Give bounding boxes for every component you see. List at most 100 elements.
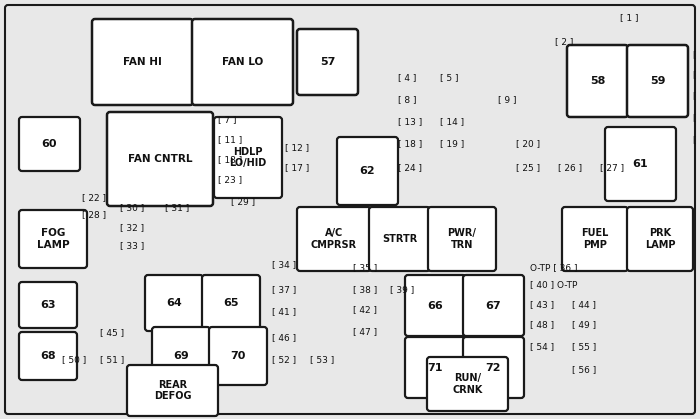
Text: [ 46 ]: [ 46 ] <box>272 334 296 342</box>
Text: [ 12 ]: [ 12 ] <box>285 143 309 153</box>
Text: O-TP [ 36 ]: O-TP [ 36 ] <box>530 264 578 272</box>
Text: [ 25 ]: [ 25 ] <box>516 163 540 173</box>
Text: PRK
LAMP: PRK LAMP <box>645 228 676 250</box>
FancyBboxPatch shape <box>405 275 466 336</box>
Text: [ 40 ] O-TP: [ 40 ] O-TP <box>530 280 578 290</box>
FancyBboxPatch shape <box>297 207 371 271</box>
Text: 62: 62 <box>360 166 375 176</box>
FancyBboxPatch shape <box>152 327 210 385</box>
Text: [ 34 ]: [ 34 ] <box>272 261 296 269</box>
Text: [ 45 ]: [ 45 ] <box>100 328 124 337</box>
Text: [ 13 ]: [ 13 ] <box>398 117 422 127</box>
FancyBboxPatch shape <box>627 207 693 271</box>
FancyBboxPatch shape <box>92 19 193 105</box>
Text: [ 3 ]: [ 3 ] <box>693 51 700 59</box>
FancyBboxPatch shape <box>463 275 524 336</box>
Text: [ 49 ]: [ 49 ] <box>572 321 596 329</box>
Text: 72: 72 <box>486 362 501 372</box>
Text: 69: 69 <box>173 351 189 361</box>
Text: STRTR: STRTR <box>382 234 417 244</box>
FancyBboxPatch shape <box>627 45 688 117</box>
Text: [ 37 ]: [ 37 ] <box>272 285 296 295</box>
FancyBboxPatch shape <box>202 275 260 331</box>
Text: [ 41 ]: [ 41 ] <box>272 308 296 316</box>
Text: [ 54 ]: [ 54 ] <box>530 342 554 352</box>
Text: [ 26 ]: [ 26 ] <box>558 163 582 173</box>
Text: [ 28 ]: [ 28 ] <box>82 210 106 220</box>
Text: [ 52 ]: [ 52 ] <box>272 355 296 365</box>
Text: 60: 60 <box>42 139 57 149</box>
Text: FAN CNTRL: FAN CNTRL <box>127 154 192 164</box>
Text: [ 44 ]: [ 44 ] <box>572 300 596 310</box>
Text: [ 42 ]: [ 42 ] <box>353 305 377 315</box>
Text: 59: 59 <box>650 76 665 86</box>
FancyBboxPatch shape <box>337 137 398 205</box>
Text: [ 31 ]: [ 31 ] <box>165 204 189 212</box>
Text: [ 32 ]: [ 32 ] <box>120 223 144 233</box>
Text: HDLP
LO/HID: HDLP LO/HID <box>230 147 267 168</box>
FancyBboxPatch shape <box>605 127 676 201</box>
Text: [ 5 ]: [ 5 ] <box>440 73 458 83</box>
FancyBboxPatch shape <box>19 332 77 380</box>
Text: [ 56 ]: [ 56 ] <box>572 365 596 375</box>
Text: [ 33 ]: [ 33 ] <box>120 241 144 251</box>
Text: REAR
DEFOG: REAR DEFOG <box>154 380 191 401</box>
Text: [ 27 ]: [ 27 ] <box>600 163 624 173</box>
Text: [ 30 ]: [ 30 ] <box>120 204 144 212</box>
Text: [ 29 ]: [ 29 ] <box>231 197 255 207</box>
Text: 71: 71 <box>428 362 443 372</box>
Text: FAN LO: FAN LO <box>222 57 263 67</box>
Text: [ 24 ]: [ 24 ] <box>398 163 422 173</box>
Text: [ 20 ]: [ 20 ] <box>516 140 540 148</box>
FancyBboxPatch shape <box>297 29 358 95</box>
Text: 58: 58 <box>590 76 606 86</box>
FancyBboxPatch shape <box>567 45 628 117</box>
FancyBboxPatch shape <box>369 207 430 271</box>
FancyBboxPatch shape <box>463 337 524 398</box>
FancyBboxPatch shape <box>209 327 267 385</box>
Text: FUEL
PMP: FUEL PMP <box>581 228 609 250</box>
Text: 63: 63 <box>41 300 56 310</box>
Text: [ 51 ]: [ 51 ] <box>100 355 125 365</box>
Text: 68: 68 <box>40 351 56 361</box>
Text: [ 4 ]: [ 4 ] <box>398 73 416 83</box>
FancyBboxPatch shape <box>107 112 213 206</box>
Text: FAN HI: FAN HI <box>123 57 162 67</box>
Text: [ 8 ]: [ 8 ] <box>398 96 416 104</box>
Text: [ 1 ]: [ 1 ] <box>620 13 638 23</box>
FancyBboxPatch shape <box>214 117 282 198</box>
FancyBboxPatch shape <box>19 210 87 268</box>
Text: [ 23 ]: [ 23 ] <box>218 176 242 184</box>
Text: [ 39 ]: [ 39 ] <box>390 285 414 295</box>
Text: [ 6 ]: [ 6 ] <box>693 70 700 80</box>
Text: 61: 61 <box>633 159 648 169</box>
FancyBboxPatch shape <box>192 19 293 105</box>
Text: [ 48 ]: [ 48 ] <box>530 321 554 329</box>
Text: [ 55 ]: [ 55 ] <box>572 342 596 352</box>
Text: [ 18 ]: [ 18 ] <box>218 155 242 165</box>
Text: 65: 65 <box>223 298 239 308</box>
Text: [ 38 ]: [ 38 ] <box>353 285 377 295</box>
Text: [ 7 ]: [ 7 ] <box>218 116 237 124</box>
Text: [ 22 ]: [ 22 ] <box>82 194 106 202</box>
Text: 70: 70 <box>230 351 246 361</box>
Text: [ 11 ]: [ 11 ] <box>218 135 242 145</box>
Text: [ 47 ]: [ 47 ] <box>353 328 377 336</box>
FancyBboxPatch shape <box>427 357 508 411</box>
Text: [ 14 ]: [ 14 ] <box>440 117 464 127</box>
FancyBboxPatch shape <box>145 275 203 331</box>
Text: [ 17 ]: [ 17 ] <box>285 163 309 173</box>
FancyBboxPatch shape <box>562 207 628 271</box>
FancyBboxPatch shape <box>19 282 77 328</box>
Text: 67: 67 <box>486 300 501 310</box>
Text: [ 43 ]: [ 43 ] <box>530 300 554 310</box>
Text: RUN/
CRNK: RUN/ CRNK <box>452 373 483 395</box>
FancyBboxPatch shape <box>428 207 496 271</box>
Text: 66: 66 <box>428 300 443 310</box>
Text: PWR/
TRN: PWR/ TRN <box>447 228 477 250</box>
Text: [ 50 ]: [ 50 ] <box>62 355 86 365</box>
Text: [ 2 ]: [ 2 ] <box>555 37 573 47</box>
Text: 64: 64 <box>166 298 182 308</box>
Text: [ 35 ]: [ 35 ] <box>353 264 377 272</box>
FancyBboxPatch shape <box>127 365 218 416</box>
